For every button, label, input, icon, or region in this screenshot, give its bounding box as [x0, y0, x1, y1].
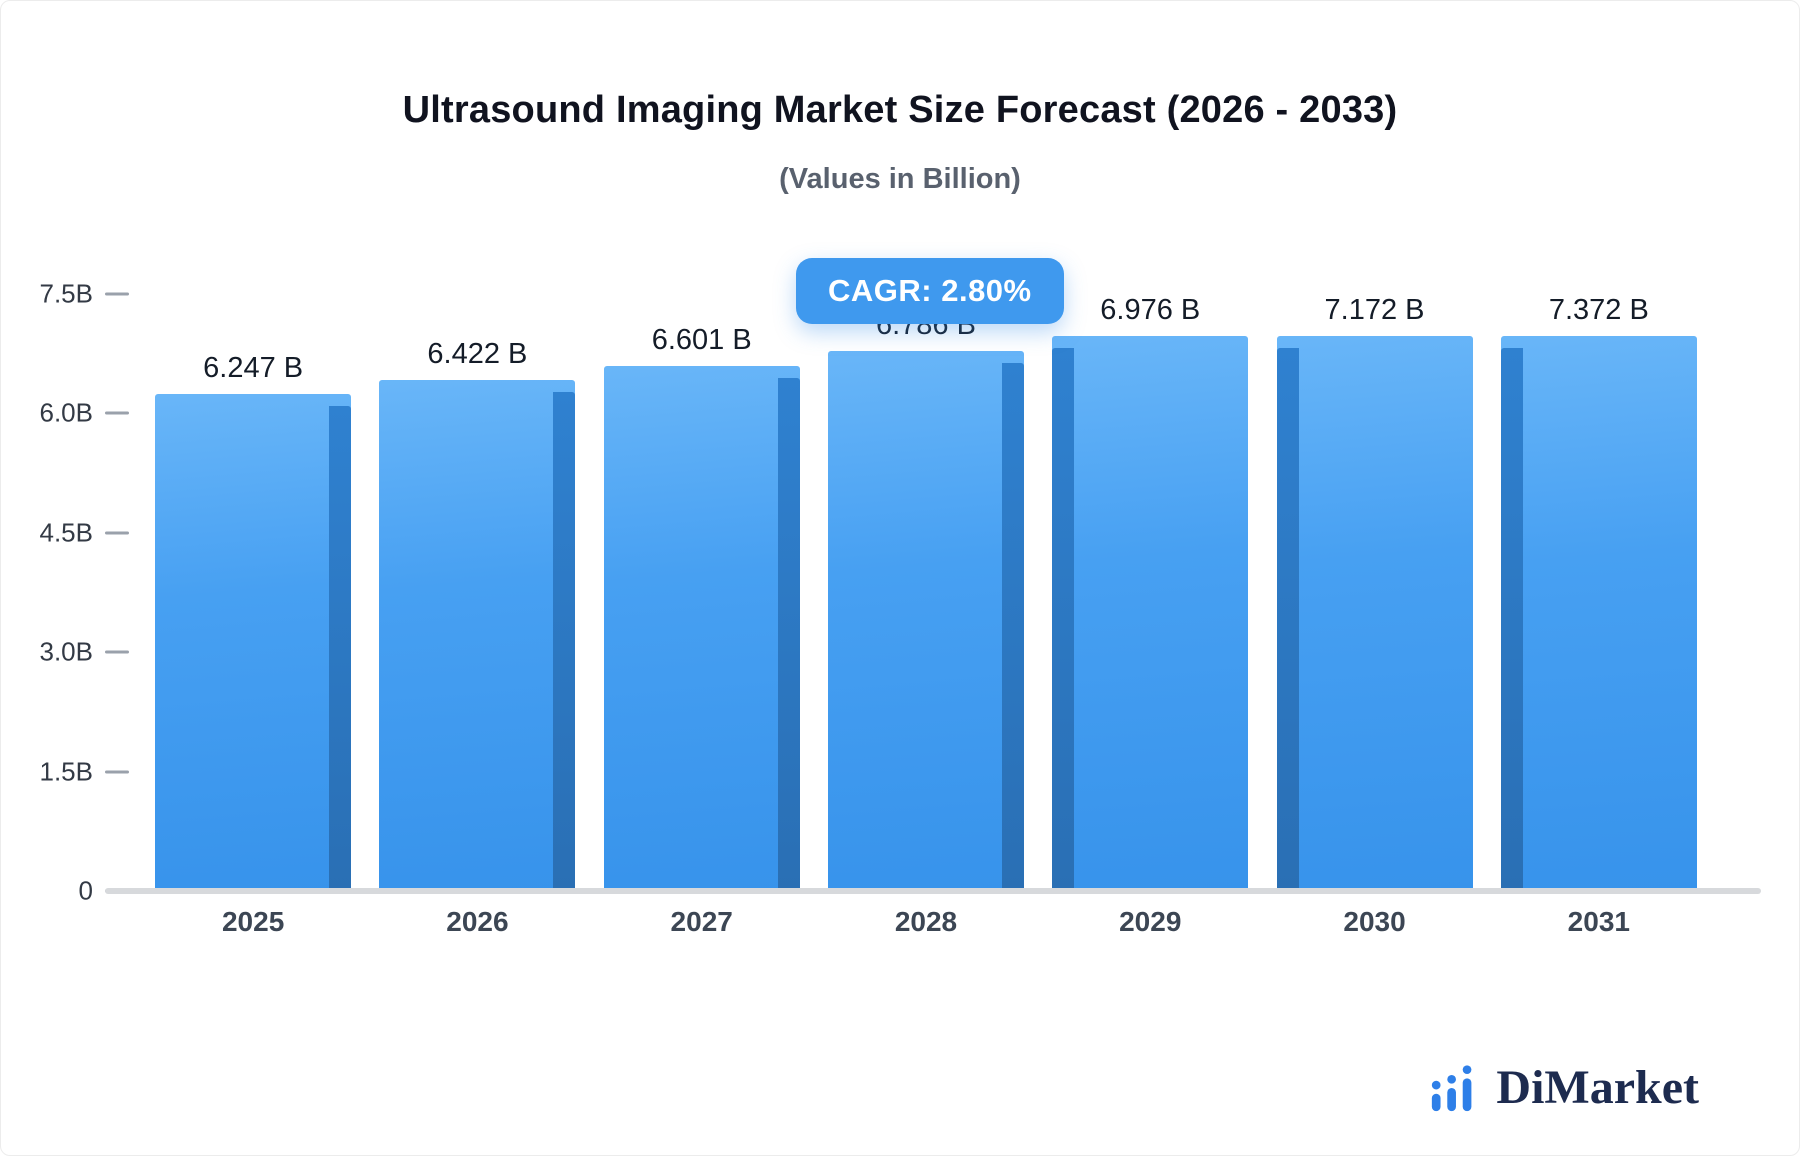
- y-axis-label: 6.0B: [39, 397, 94, 428]
- bar-value-label: 6.601 B: [651, 323, 752, 356]
- bar-slot: 7.172 B: [1262, 294, 1486, 891]
- bar-2031[interactable]: [1500, 336, 1697, 891]
- x-axis-label: 2025: [221, 906, 285, 937]
- y-axis-tick: [105, 411, 129, 415]
- bar-side-shade: [1500, 348, 1523, 891]
- plot-area: 6.247 B 6.422 B 6.601 B 6.786 B 6.976 B 7.172…: [141, 294, 1711, 891]
- y-axis: 7.5B 6.0B 4.5B 3.0B 1.5B 0: [1, 279, 141, 906]
- bar-2029[interactable]: [1052, 336, 1249, 891]
- y-axis-label: 0: [78, 875, 93, 906]
- y-axis-label: 7.5B: [39, 278, 94, 309]
- bar-2030[interactable]: [1276, 336, 1473, 891]
- logo-text: DiMarket: [1496, 1061, 1699, 1114]
- x-axis-label: 2026: [446, 906, 509, 937]
- bar-slot: 6.601 B: [590, 294, 814, 891]
- bar-side-shade: [553, 391, 576, 891]
- bar-side-shade: [777, 377, 800, 891]
- dimarket-logo[interactable]: DiMarket: [1428, 1060, 1699, 1115]
- x-axis: 2025 2026 2027 2028 2029 2030 2031: [141, 906, 1711, 938]
- bar-2028[interactable]: [827, 350, 1024, 891]
- x-axis-label: 2028: [894, 906, 958, 937]
- bar-2025[interactable]: [155, 393, 352, 891]
- bar-side-shade: [329, 405, 352, 891]
- bar-slot: 6.976 B: [1038, 294, 1262, 891]
- cagr-badge: CAGR: 2.80%: [796, 258, 1064, 324]
- chart-subtitle: (Values in Billion): [779, 163, 1021, 195]
- bar-side-shade: [1001, 362, 1024, 891]
- y-axis-tick: [105, 292, 129, 296]
- bar-value-label: 6.976 B: [1100, 294, 1201, 326]
- bar-slot: 6.422 B: [365, 294, 589, 891]
- bar-value-label: 7.172 B: [1324, 294, 1425, 326]
- x-axis-line: [105, 888, 1761, 894]
- y-axis-label: 3.0B: [39, 636, 94, 667]
- x-axis-label: 2027: [670, 906, 733, 937]
- x-axis-label: 2029: [1119, 906, 1182, 937]
- bar-slot: 6.786 B: [814, 294, 1038, 891]
- bar-2027[interactable]: [603, 365, 800, 891]
- y-axis-label: 4.5B: [39, 517, 94, 548]
- x-axis-label: 2031: [1567, 906, 1630, 937]
- logo-bars-icon: [1428, 1061, 1482, 1115]
- y-axis-tick: [105, 650, 129, 654]
- bar-value-label: 6.247 B: [203, 351, 304, 384]
- bar-value-label: 7.372 B: [1548, 294, 1649, 326]
- bar-side-shade: [1052, 348, 1075, 891]
- x-axis-label: 2030: [1343, 906, 1406, 937]
- bar-slot: 6.247 B: [141, 294, 365, 891]
- bar-value-label: 6.422 B: [427, 337, 528, 370]
- y-axis-tick: [105, 531, 129, 535]
- chart-title: Ultrasound Imaging Market Size Forecast …: [402, 89, 1398, 131]
- bar-2026[interactable]: [379, 379, 576, 891]
- bar-side-shade: [1276, 348, 1299, 891]
- bar-slot: 7.372 B: [1487, 294, 1711, 891]
- y-axis-label: 1.5B: [39, 756, 94, 787]
- y-axis-tick: [105, 770, 129, 774]
